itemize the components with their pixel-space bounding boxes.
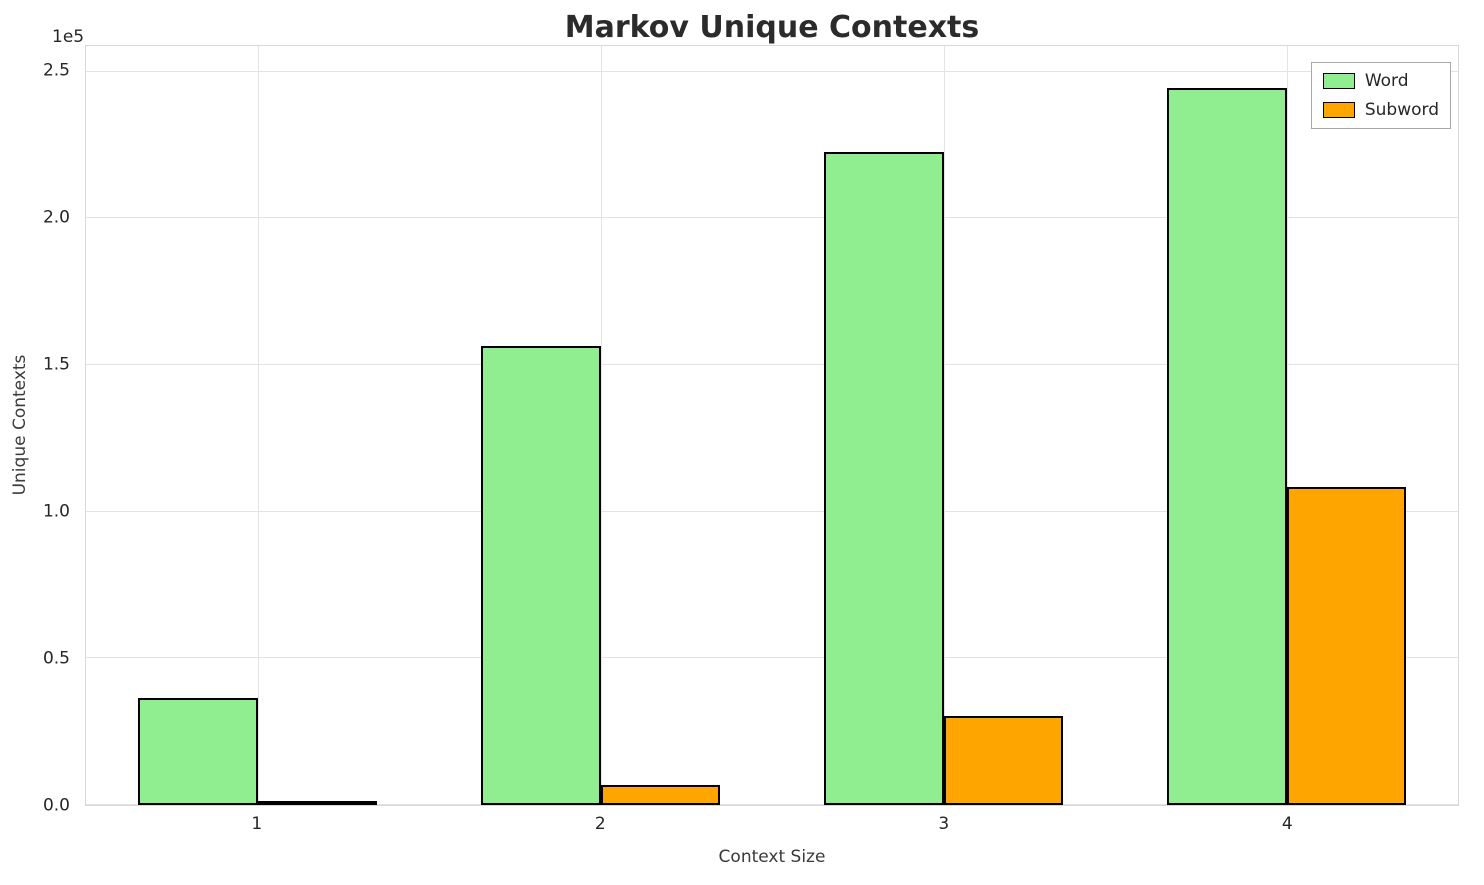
gridline-horizontal	[86, 364, 1458, 366]
y-tick-label: 1.5	[42, 354, 70, 375]
bar-word-2	[481, 346, 601, 805]
y-tick-label: 2.5	[42, 60, 70, 81]
chart-title: Markov Unique Contexts	[564, 10, 980, 45]
bar-word-3	[824, 152, 944, 805]
gridline-horizontal	[86, 70, 1458, 72]
bar-group-2	[429, 46, 772, 805]
x-axis-tick-labels: 1 2 3 4	[85, 814, 1459, 838]
bar-word-4	[1167, 87, 1287, 805]
y-tick-label: 0.0	[42, 795, 70, 816]
legend-label-word: Word	[1364, 71, 1409, 91]
bar-group-3	[772, 46, 1115, 805]
gridline-vertical	[257, 46, 259, 805]
gridline-horizontal	[86, 510, 1458, 512]
y-tick-label: 2.0	[42, 207, 70, 228]
bar-subword-4	[1286, 486, 1406, 805]
gridline-vertical	[1286, 46, 1288, 805]
gridline-horizontal	[86, 657, 1458, 659]
bar-group-1	[86, 46, 429, 805]
x-tick-label: 3	[938, 814, 950, 834]
y-tick-label: 1.0	[42, 501, 70, 522]
gridline-horizontal	[86, 217, 1458, 219]
gridline-vertical	[600, 46, 602, 805]
legend: Word Subword	[1310, 62, 1451, 129]
x-tick-label: 2	[594, 814, 606, 834]
plot-area: Word Subword	[85, 45, 1459, 806]
y-axis-offset-text: 1e5	[52, 27, 85, 47]
x-tick-label: 4	[1281, 814, 1293, 834]
y-tick-label: 0.5	[42, 648, 70, 669]
gridline-horizontal	[86, 804, 1458, 805]
legend-label-subword: Subword	[1364, 100, 1439, 120]
gridline-vertical	[943, 46, 945, 805]
bar-subword-2	[600, 785, 720, 805]
legend-swatch-subword	[1322, 102, 1355, 118]
y-axis-tick-labels: 0.0 0.5 1.0 1.5 2.0 2.5	[0, 45, 78, 814]
bar-subword-3	[943, 715, 1063, 805]
legend-entry-word: Word	[1322, 71, 1439, 91]
legend-entry-subword: Subword	[1322, 100, 1439, 120]
bar-word-1	[138, 697, 258, 805]
x-tick-label: 1	[251, 814, 263, 834]
bar-subword-1	[257, 800, 377, 805]
x-axis-label: Context Size	[718, 847, 826, 867]
bar-group-4	[1115, 46, 1458, 805]
legend-swatch-word	[1322, 73, 1355, 89]
